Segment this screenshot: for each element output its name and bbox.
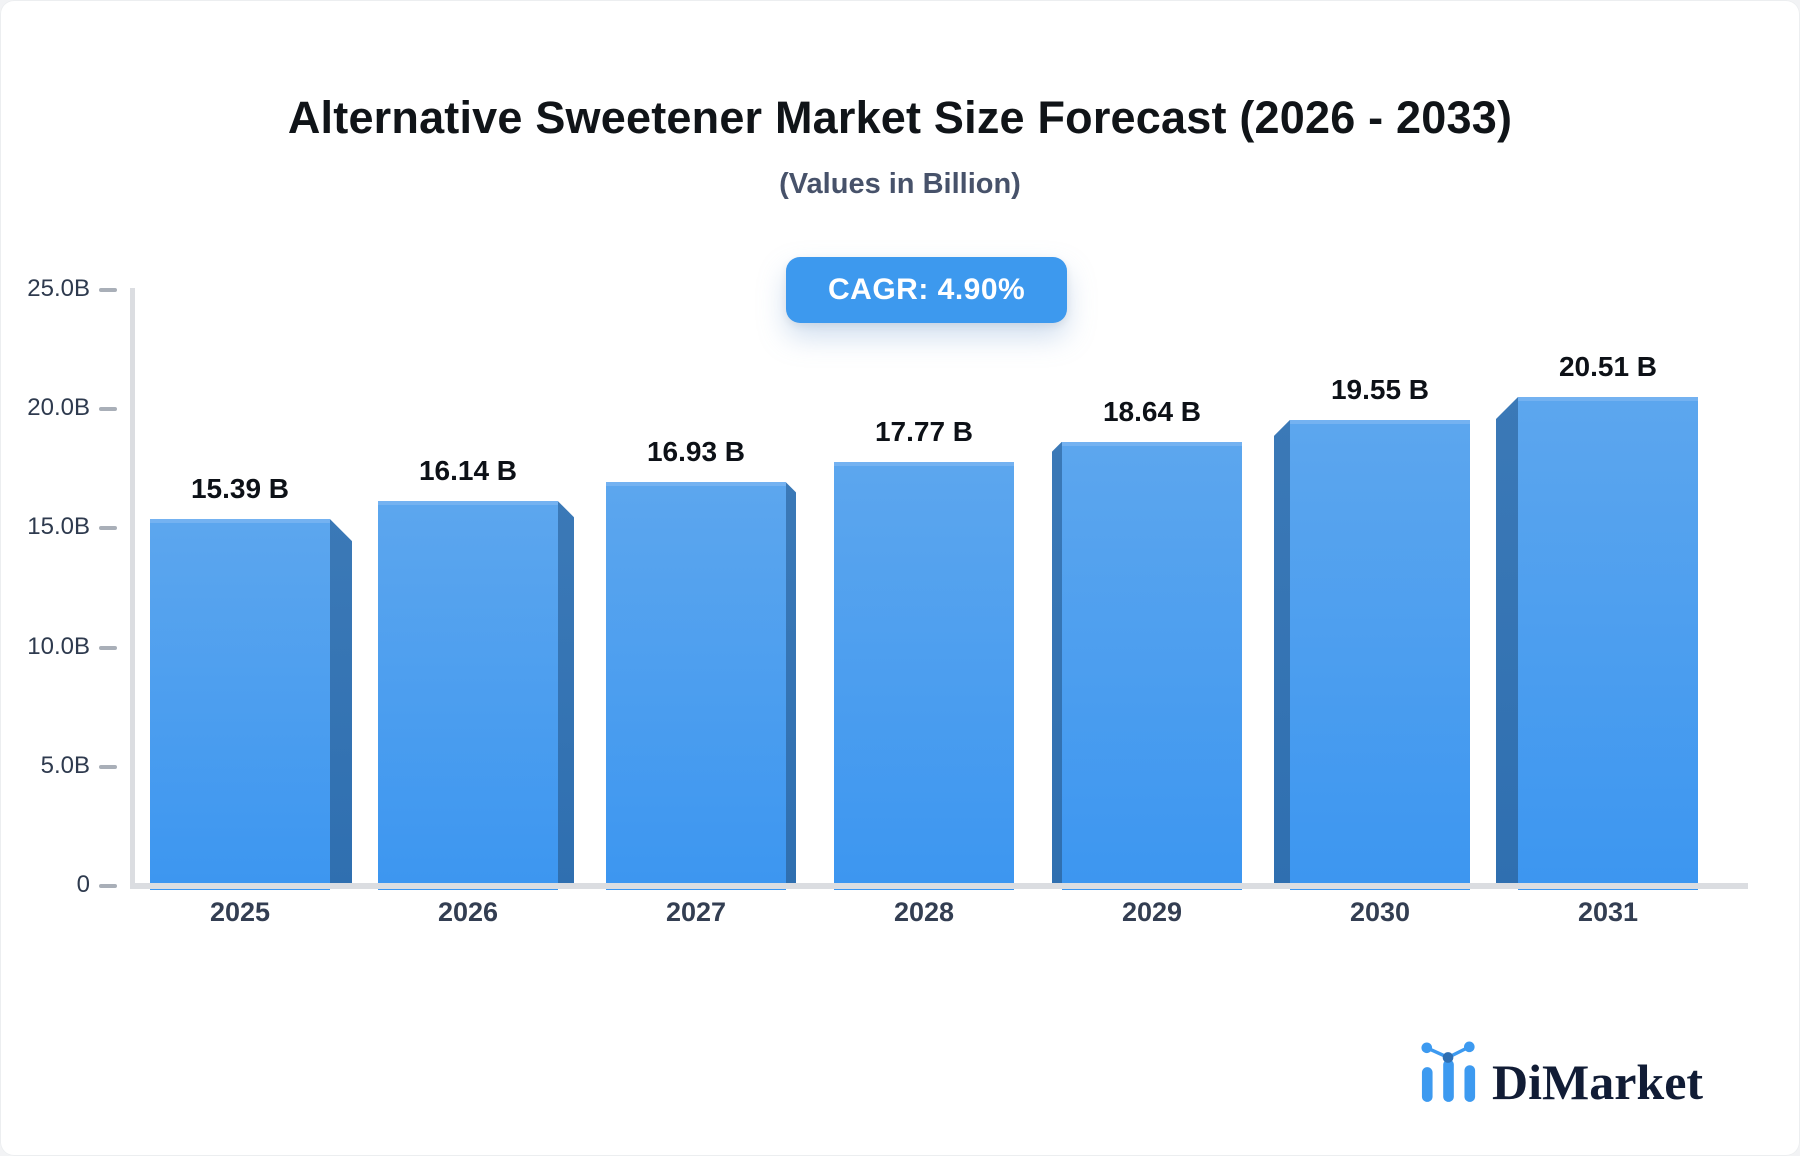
y-tick-mark — [99, 288, 117, 292]
x-axis-label: 2027 — [665, 897, 727, 927]
bar-value-label: 20.51 B — [1558, 351, 1658, 383]
bar — [378, 501, 558, 890]
bar-side-face — [1496, 397, 1518, 886]
y-tick-mark — [99, 884, 117, 888]
cagr-badge-label: CAGR: 4.90% — [828, 273, 1026, 306]
y-tick-mark — [99, 407, 117, 412]
x-axis-label: 2029 — [1121, 897, 1183, 927]
x-axis-label: 2028 — [893, 897, 955, 927]
bar-side-face — [1274, 419, 1290, 886]
bar — [606, 482, 786, 890]
x-axis-label: 2025 — [209, 897, 271, 927]
x-axis-line — [130, 883, 1748, 889]
x-axis-label: 2026 — [437, 897, 499, 927]
y-tick-label: 0 — [76, 871, 90, 898]
bar — [1062, 441, 1242, 890]
brand-name: DiMarket — [1492, 1054, 1704, 1110]
bar-value-label: 18.64 B — [1102, 395, 1202, 427]
y-axis-line — [130, 288, 135, 889]
bar-value-label: 19.55 B — [1330, 373, 1430, 405]
page-subtitle: (Values in Billion) — [779, 168, 1021, 200]
x-axis-label: 2031 — [1577, 897, 1639, 927]
bar-value-label: 15.39 B — [190, 473, 290, 505]
y-tick-label: 15.0B — [27, 513, 90, 541]
y-tick-label: 20.0B — [27, 394, 90, 422]
bar-value-label: 16.93 B — [646, 436, 746, 468]
y-tick-mark — [99, 526, 117, 531]
y-tick-label: 5.0B — [40, 751, 90, 779]
cagr-badge: CAGR: 4.90% — [786, 257, 1068, 323]
bar-side-face — [1052, 441, 1062, 886]
x-axis-label: 2030 — [1349, 897, 1411, 927]
bar-value-label: 16.14 B — [418, 455, 518, 487]
bar-value-label: 17.77 B — [874, 416, 974, 448]
bar — [150, 519, 330, 890]
bar — [1290, 419, 1470, 890]
bar — [834, 462, 1014, 890]
bar-side-face — [786, 482, 796, 886]
bar-chart-logo-icon — [1420, 1040, 1478, 1107]
y-tick-mark — [99, 645, 117, 650]
y-tick-label: 10.0B — [27, 632, 90, 660]
bar-side-face — [330, 519, 352, 886]
bar — [1518, 397, 1698, 890]
bar-side-face — [558, 501, 574, 886]
page-title: Alternative Sweetener Market Size Foreca… — [287, 92, 1513, 143]
y-tick-label: 25.0B — [27, 275, 90, 302]
y-tick-mark — [99, 764, 117, 769]
brand-logo: DiMarket — [1420, 1040, 1703, 1107]
